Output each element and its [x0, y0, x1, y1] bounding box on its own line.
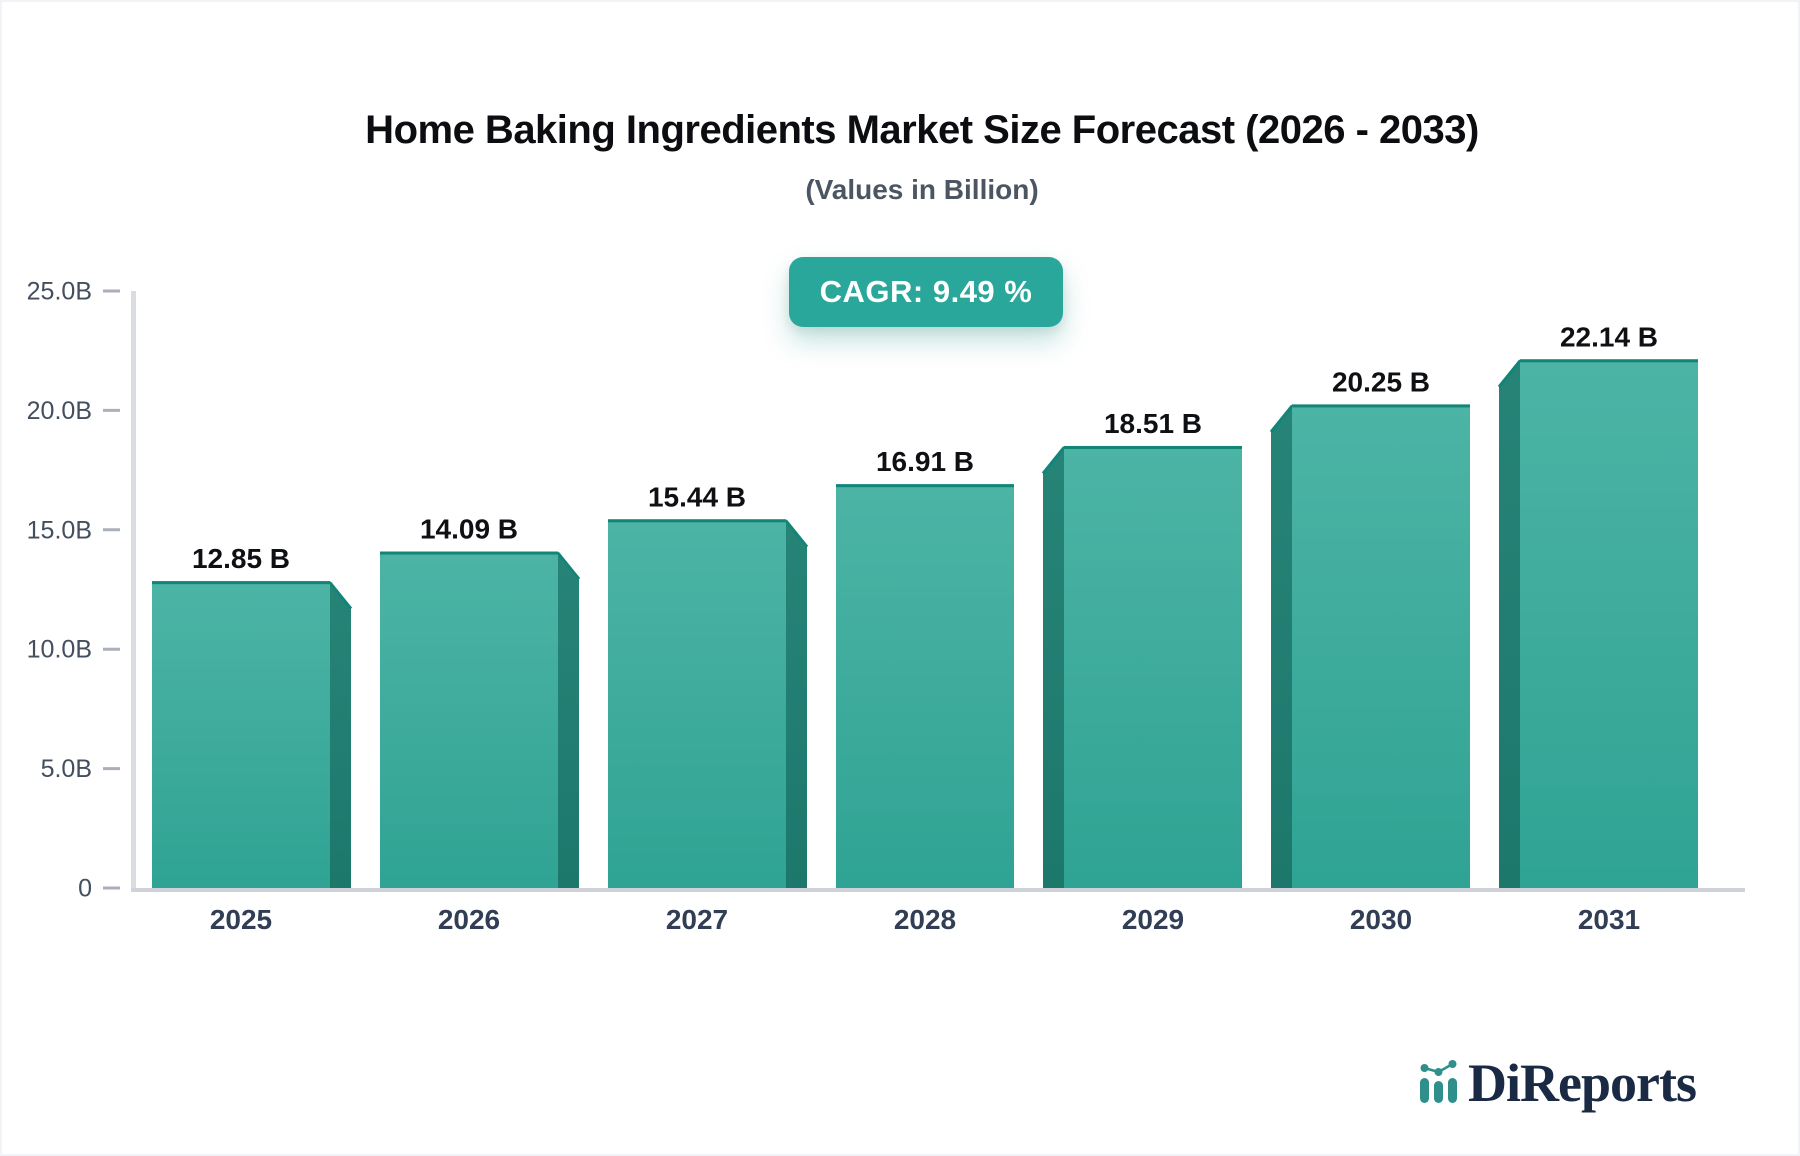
- y-tick-label: 10.0B: [27, 636, 92, 664]
- bar-value-label: 12.85 B: [192, 543, 290, 574]
- direports-logo-text: DiReports: [1468, 1053, 1697, 1113]
- bar-face: [1064, 445, 1242, 888]
- bar-face: [1520, 359, 1698, 888]
- x-axis-label: 2029: [1122, 904, 1184, 935]
- bar-value-label: 14.09 B: [420, 514, 518, 545]
- bar-value-label: 22.14 B: [1560, 321, 1658, 352]
- bar-top-edge: [1292, 404, 1470, 408]
- bar-value-label: 20.25 B: [1332, 366, 1430, 397]
- bar-side: [1499, 359, 1520, 888]
- bar-side: [1271, 404, 1292, 888]
- y-tick-label: 0: [78, 875, 92, 903]
- y-tick-label: 15.0B: [27, 516, 92, 544]
- bar-face: [836, 484, 1014, 888]
- bar-2030: 20.25 B 2030: [1269, 366, 1470, 935]
- bar-face: [608, 519, 786, 888]
- bar-side-edge: [1269, 404, 1294, 433]
- bar-top-edge: [608, 519, 786, 523]
- bar-top-edge: [152, 581, 330, 585]
- bar-chart-logo-icon: [1420, 1060, 1458, 1103]
- bar-value-label: 18.51 B: [1104, 408, 1202, 439]
- bar-2031: 22.14 B 2031: [1497, 321, 1698, 935]
- bar-value-label: 16.91 B: [876, 446, 974, 477]
- bar-2026: 14.09 B 2026: [380, 514, 581, 935]
- direports-logo: DiReports: [1418, 1053, 1697, 1113]
- x-axis-label: 2028: [894, 904, 956, 935]
- bar-side: [786, 519, 807, 888]
- bar-side-edge: [556, 552, 581, 580]
- chart-subtitle: (Values in Billion): [805, 174, 1039, 205]
- bar-2028: 16.91 B 2028: [836, 446, 1014, 935]
- chart-title: Home Baking Ingredients Market Size Fore…: [365, 108, 1479, 152]
- bar-face: [1292, 404, 1470, 888]
- bar-side-edge: [1497, 359, 1522, 388]
- bar-face: [380, 551, 558, 888]
- bar-2025: 12.85 B 2025: [152, 543, 353, 935]
- x-axis-label: 2027: [666, 904, 728, 935]
- bar-side: [558, 551, 579, 888]
- y-tick-label: 25.0B: [27, 278, 92, 306]
- x-axis-label: 2025: [210, 904, 272, 935]
- cagr-badge-label: CAGR: 9.49 %: [819, 274, 1033, 309]
- bar-top-edge: [1064, 445, 1242, 449]
- bar-side: [330, 581, 351, 888]
- bar-side-edge: [1041, 446, 1066, 475]
- bar-value-label: 15.44 B: [648, 481, 746, 512]
- bar-2027: 15.44 B 2027: [608, 481, 809, 935]
- y-tick-label: 5.0B: [41, 755, 92, 783]
- bar-2029: 18.51 B 2029: [1041, 408, 1242, 935]
- bar-side: [1043, 445, 1064, 888]
- cagr-badge: CAGR: 9.49 %: [789, 257, 1063, 327]
- y-tick-label: 20.0B: [27, 397, 92, 425]
- bar-top-edge: [836, 484, 1014, 488]
- bar-side-edge: [784, 519, 809, 548]
- bar-face: [152, 581, 330, 888]
- bar-top-edge: [380, 551, 558, 555]
- x-axis-label: 2031: [1578, 904, 1640, 935]
- bar-side-edge: [328, 581, 353, 610]
- x-axis-label: 2030: [1350, 904, 1412, 935]
- x-axis-label: 2026: [438, 904, 500, 935]
- bar-top-edge: [1520, 359, 1698, 363]
